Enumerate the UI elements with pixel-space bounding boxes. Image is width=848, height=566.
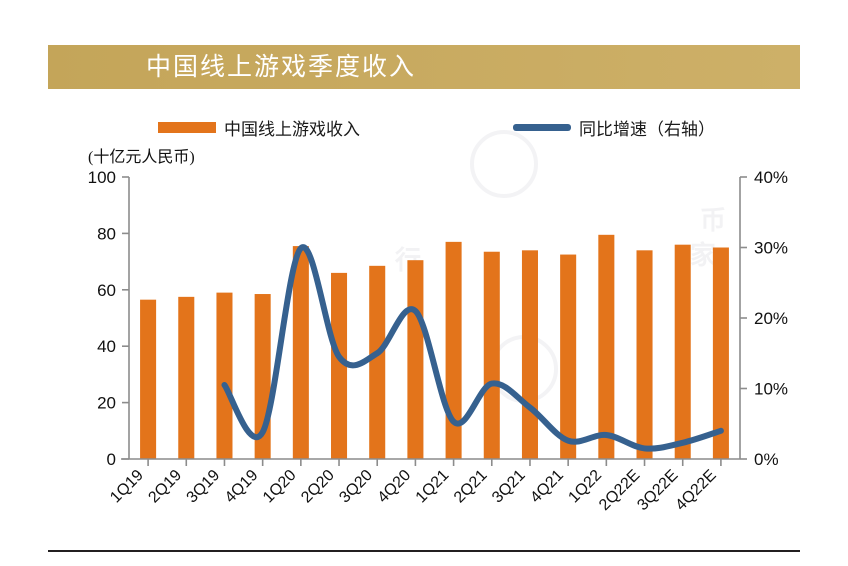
legend-label-growth: 同比增速（右轴） (579, 119, 715, 139)
bar (712, 247, 729, 459)
x-axis-tick-label: 1Q19 (107, 467, 147, 507)
growth-line-path (221, 244, 724, 452)
footer-rule (48, 550, 800, 552)
y-axis-tick-label: 60 (97, 281, 116, 300)
bar (292, 246, 309, 459)
bar (331, 272, 348, 459)
y2-axis-tick-label: 30% (754, 239, 788, 258)
bar (598, 234, 615, 459)
x-axis-tick-label: 1Q20 (260, 467, 300, 507)
y-axis-tick-label: 20 (97, 394, 116, 413)
x-axis-tick-label: 3Q19 (184, 467, 224, 507)
bar (140, 299, 157, 459)
y-axis-tick-label: 80 (97, 224, 116, 243)
bar (521, 250, 538, 459)
y-axis-tick-label: 0 (107, 450, 116, 469)
x-axis-tick-label: 1Q21 (413, 467, 453, 507)
bar-series-revenue (140, 234, 729, 459)
x-axis-tick-label: 3Q21 (489, 467, 529, 507)
bar (560, 254, 577, 459)
bar (636, 250, 653, 459)
x-axis-tick-label: 4Q22E (672, 467, 719, 514)
bar (674, 244, 691, 459)
page-title: 中国线上游戏季度收入 (146, 53, 417, 81)
left-axis: 0 20 40 60 80 100 (88, 168, 130, 469)
bar (407, 260, 424, 459)
x-axis-tick-label: 4Q21 (527, 467, 567, 507)
bar (369, 265, 386, 459)
x-axis-tick-label: 2Q19 (145, 467, 185, 507)
title-banner: 中国线上游戏季度收入 (48, 45, 800, 89)
chart-legend: 中国线上游戏收入 同比增速（右轴） (48, 112, 800, 142)
y2-axis-tick-label: 10% (754, 380, 788, 399)
x-axis-tick-label: 3Q20 (336, 467, 376, 507)
y-axis-tick-label: 100 (88, 168, 116, 187)
bar (483, 251, 500, 459)
x-axis-tick-label: 2Q20 (298, 467, 338, 507)
right-axis: 0% 10% 20% 30% 40% (739, 168, 788, 469)
legend-line-swatch-icon (513, 123, 571, 131)
y2-axis-tick-label: 0% (754, 450, 779, 469)
legend-bar-swatch-icon (158, 121, 216, 133)
x-axis-tick-label: 4Q20 (375, 467, 415, 507)
y-axis-tick-label: 40 (97, 337, 116, 356)
x-axis-tick-label: 2Q22E (596, 467, 643, 514)
bar (178, 296, 195, 459)
y2-axis-tick-label: 20% (754, 309, 788, 328)
legend-item-growth[interactable]: 同比增速（右轴） (513, 112, 715, 142)
y-axis-unit-label: (十亿元人民币) (88, 149, 195, 166)
x-axis: 1Q192Q193Q194Q191Q202Q203Q204Q201Q212Q21… (107, 458, 740, 514)
y2-axis-tick-label: 40% (754, 168, 788, 187)
line-series-growth (221, 244, 724, 452)
x-axis-tick-label: 4Q19 (222, 467, 262, 507)
bar (216, 292, 233, 459)
x-axis-tick-label: 2Q21 (451, 467, 491, 507)
legend-label-revenue: 中国线上游戏收入 (224, 119, 360, 139)
x-axis-tick-label: 3Q22E (634, 467, 681, 514)
legend-item-revenue[interactable]: 中国线上游戏收入 (158, 112, 360, 142)
bar (445, 241, 462, 459)
